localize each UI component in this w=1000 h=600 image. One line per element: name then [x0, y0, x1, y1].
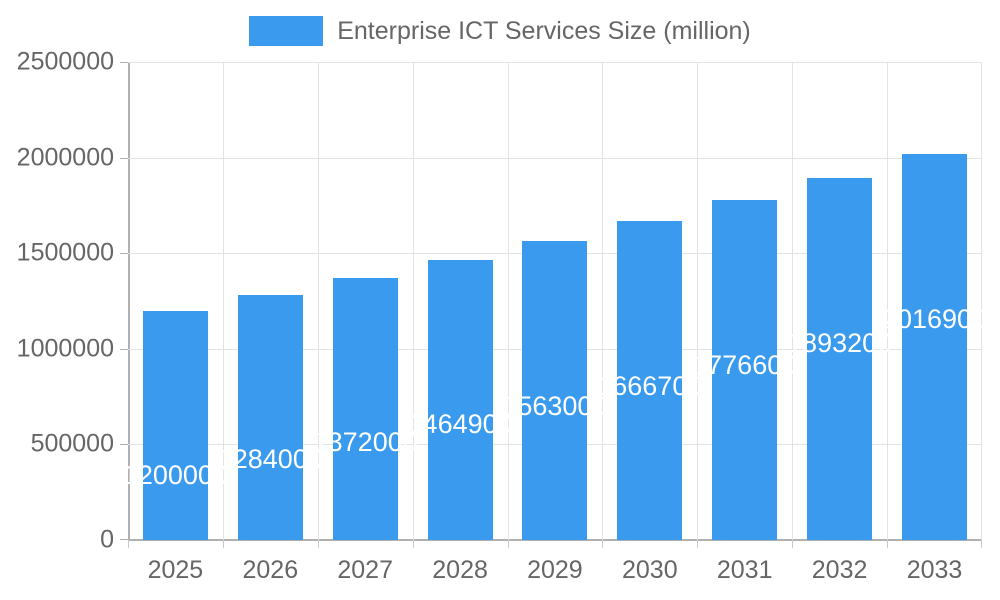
x-tick-mark-9: [981, 540, 982, 548]
bar-2030[interactable]: [617, 221, 683, 540]
bar-value-label-2025: 1200000: [128, 460, 228, 490]
bar-2033[interactable]: [902, 154, 967, 540]
bar-2028[interactable]: [427, 259, 493, 540]
gridline-2500000: [128, 62, 982, 63]
gridline-v-9: [981, 62, 982, 540]
x-tick-label-2025: 2025: [147, 556, 204, 584]
bar-value-label-2028: 1464900: [407, 409, 513, 439]
bar-2029[interactable]: [522, 241, 588, 540]
bar-2027[interactable]: [332, 277, 398, 540]
bar-value-label-2029: 1563000: [502, 391, 608, 421]
bar-value-label-2027: 1372000: [312, 427, 418, 457]
plot-area: 1200000 1284000 1372000 1464900 1563000 …: [120, 62, 982, 548]
x-tick-label-2030: 2030: [621, 556, 678, 584]
y-tick-mark-1: [120, 444, 128, 446]
gridline-v-2: [317, 62, 319, 540]
x-tick-mark-2: [317, 540, 319, 548]
y-tick-mark-2: [120, 348, 128, 350]
x-tick-mark-3: [412, 540, 414, 548]
bar-2031[interactable]: [712, 200, 778, 540]
x-tick-label-2028: 2028: [432, 556, 488, 584]
x-tick-label-2026: 2026: [242, 556, 299, 584]
bar-value-label-2026: 1284000: [217, 444, 323, 474]
gridline-2000000: [128, 157, 982, 159]
y-tick-mark-4: [120, 157, 128, 159]
legend-label[interactable]: Enterprise ICT Services Size (million): [337, 17, 751, 45]
y-tick-label-2: 1000000: [16, 334, 114, 363]
y-axis-labels: 0 500000 1000000 1500000 2000000 2500000: [0, 48, 1000, 554]
bars-group: 1200000 1284000 1372000 1464900 1563000 …: [128, 62, 982, 540]
x-tick-mark-1: [222, 540, 224, 548]
y-tick-label-1: 500000: [30, 429, 114, 458]
bar-value-label-2031: 1776600: [692, 350, 798, 380]
bar-2025[interactable]: [142, 310, 208, 540]
x-tick-label-2031: 2031: [716, 556, 773, 584]
x-tick-mark-6: [697, 540, 699, 548]
y-tick-mark-0: [120, 539, 128, 540]
x-tick-mark-5: [602, 540, 604, 548]
bar-value-label-2033: 2016900: [881, 304, 982, 334]
legend-color-swatch[interactable]: [249, 16, 324, 46]
axis-baseline: [128, 539, 982, 541]
x-tick-mark-7: [792, 540, 794, 548]
gridline-v-6: [697, 62, 699, 540]
x-tick-mark-8: [887, 540, 889, 548]
gridline-v-3: [412, 62, 414, 540]
chart-legend: Enterprise ICT Services Size (million): [0, 14, 1000, 48]
y-tick-mark-3: [120, 253, 128, 255]
gridline-v-7: [792, 62, 794, 540]
y-tick-label-0: 0: [100, 525, 114, 554]
x-tick-label-2029: 2029: [527, 556, 583, 584]
gridline-v-5: [602, 62, 604, 540]
gridline-v-8: [887, 62, 889, 540]
bar-value-label-2030: 1666700: [597, 371, 703, 401]
y-tick-label-3: 1500000: [16, 238, 114, 267]
y-tick-label-4: 2000000: [16, 143, 114, 172]
bar-value-label-2032: 1893200: [787, 328, 893, 358]
x-tick-label-2027: 2027: [337, 556, 393, 584]
bar-2026[interactable]: [237, 294, 303, 540]
gridline-v-4: [507, 62, 509, 540]
y-tick-label-5: 2500000: [16, 47, 114, 76]
gridline-v-1: [222, 62, 224, 540]
x-tick-label-2033: 2033: [906, 556, 963, 584]
bar-2032[interactable]: [807, 178, 873, 540]
y-axis-line: [128, 62, 982, 540]
x-tick-mark-4: [507, 540, 509, 548]
x-tick-mark-0: [128, 540, 129, 548]
x-tick-label-2032: 2032: [811, 556, 868, 584]
y-tick-mark-5: [120, 62, 128, 63]
